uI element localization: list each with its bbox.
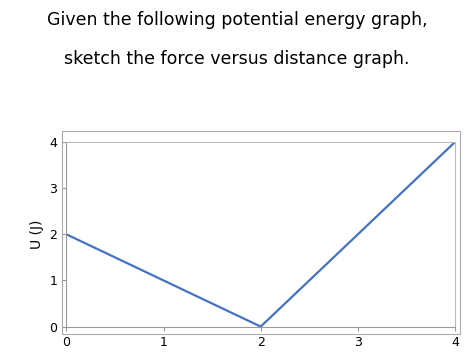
Y-axis label: U (J): U (J) <box>30 220 44 249</box>
Text: sketch the force versus distance graph.: sketch the force versus distance graph. <box>64 50 410 68</box>
Text: Given the following potential energy graph,: Given the following potential energy gra… <box>46 11 428 29</box>
